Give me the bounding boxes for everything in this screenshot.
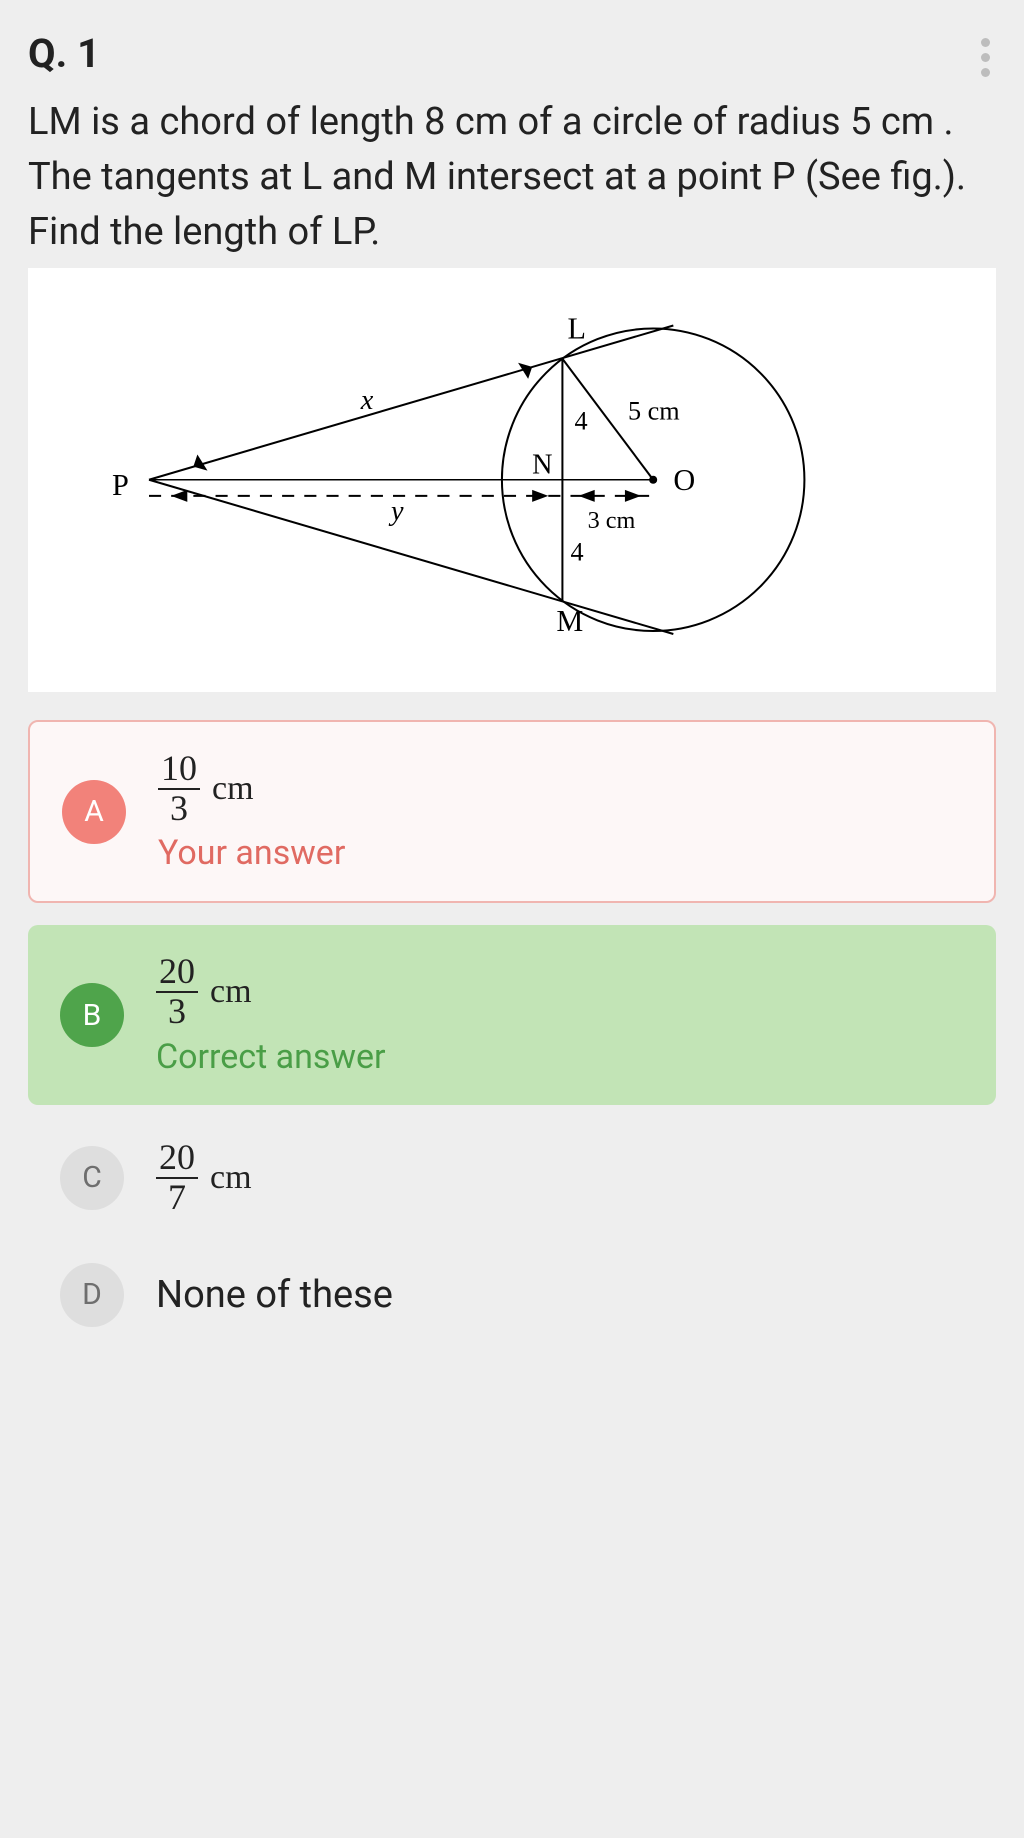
option-c-unit: cm [210, 1159, 252, 1197]
option-b-denominator: 3 [166, 993, 188, 1031]
question-figure: L M P O N x y 4 4 5 cm 3 cm [28, 268, 996, 692]
label-nm: 4 [570, 538, 583, 567]
option-c[interactable]: C 20 7 cm [28, 1127, 996, 1229]
question-header: Q. 1 [28, 30, 996, 77]
option-b-sublabel: Correct answer [156, 1037, 386, 1077]
label-L: L [567, 312, 585, 346]
option-d-badge: D [60, 1263, 124, 1327]
option-a-numerator: 10 [159, 750, 199, 788]
option-a-sublabel: Your answer [158, 833, 345, 873]
more-vert-icon[interactable] [981, 30, 996, 77]
label-y: y [388, 496, 404, 527]
label-P: P [112, 468, 129, 502]
option-a-denominator: 3 [168, 790, 190, 828]
answer-options: A 10 3 cm Your answer B 20 3 c [28, 720, 996, 1339]
option-a-badge: A [62, 780, 126, 844]
option-d-body: None of these [156, 1273, 393, 1317]
option-b[interactable]: B 20 3 cm Correct answer [28, 925, 996, 1105]
option-c-denominator: 7 [166, 1179, 188, 1217]
option-c-badge: C [60, 1146, 124, 1210]
option-a-value: 10 3 cm [158, 750, 345, 828]
label-x: x [360, 385, 374, 416]
label-N: N [532, 450, 552, 481]
label-M: M [556, 604, 583, 638]
option-a[interactable]: A 10 3 cm Your answer [28, 720, 996, 904]
option-d-text: None of these [156, 1273, 393, 1317]
option-b-value: 20 3 cm [156, 953, 386, 1031]
label-ln: 4 [575, 407, 588, 436]
option-a-body: 10 3 cm Your answer [158, 750, 345, 874]
question-text: LM is a chord of length 8 cm of a circle… [28, 95, 996, 260]
option-c-body: 20 7 cm [156, 1139, 252, 1217]
option-b-numerator: 20 [157, 953, 197, 991]
option-b-body: 20 3 cm Correct answer [156, 953, 386, 1077]
label-radius: 5 cm [628, 397, 680, 426]
label-no: 3 cm [588, 507, 636, 534]
option-a-unit: cm [212, 770, 254, 808]
label-O: O [673, 463, 695, 497]
option-c-numerator: 20 [157, 1139, 197, 1177]
option-c-value: 20 7 cm [156, 1139, 252, 1217]
question-number: Q. 1 [28, 30, 100, 77]
option-b-unit: cm [210, 973, 252, 1011]
option-b-badge: B [60, 983, 124, 1047]
geometry-diagram-svg: L M P O N x y 4 4 5 cm 3 cm [28, 268, 996, 692]
option-d[interactable]: D None of these [28, 1251, 996, 1339]
